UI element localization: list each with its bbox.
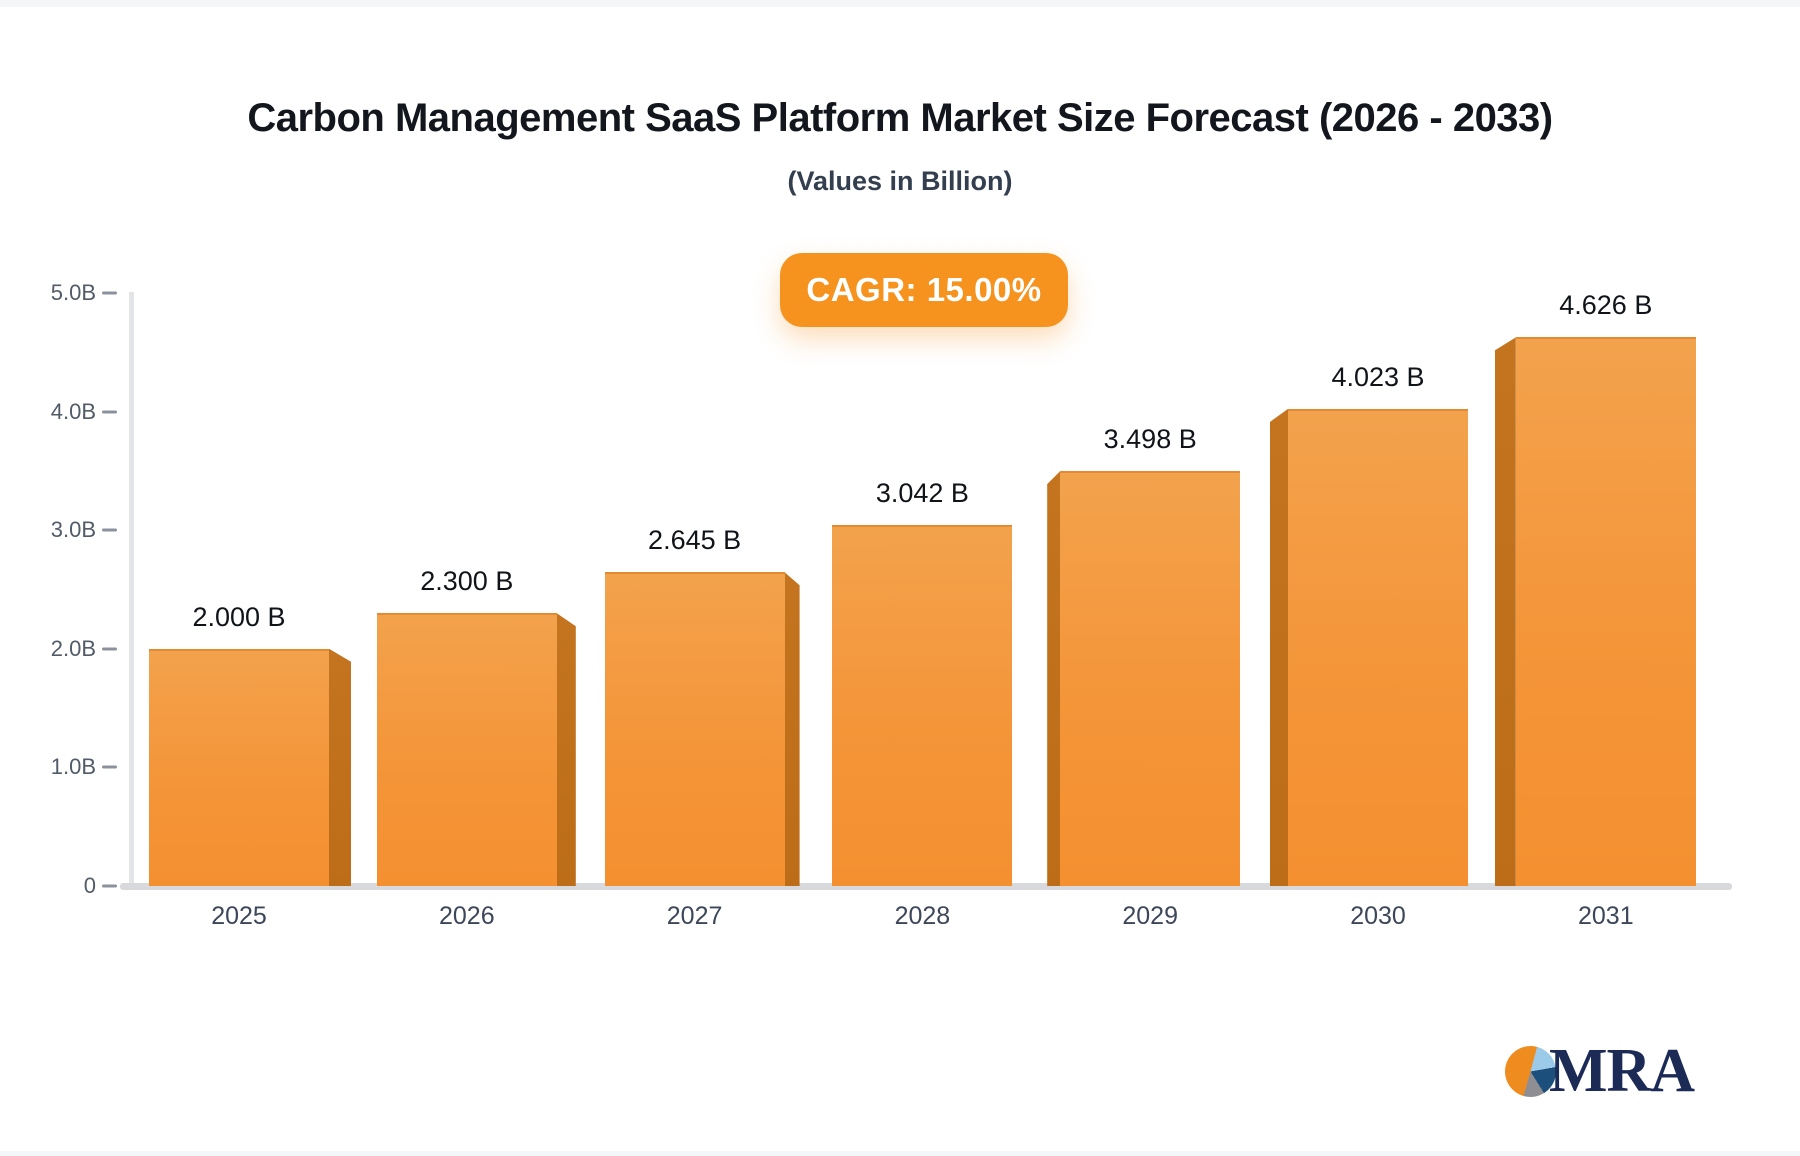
bar-value-label: 2.000 B — [192, 601, 286, 632]
bar-value-label: 4.626 B — [1559, 290, 1653, 321]
y-tick-mark — [102, 528, 117, 532]
bar-2031 — [1515, 337, 1696, 886]
bar-2030 — [1288, 408, 1468, 886]
x-axis-label-2028: 2028 — [894, 902, 951, 930]
y-tick-mark — [102, 647, 117, 651]
bar-value-label: 3.042 B — [875, 478, 969, 509]
y-tick-mark — [102, 884, 117, 888]
x-axis-label-2031: 2031 — [1577, 902, 1634, 930]
cagr-badge: CAGR: 15.00% — [780, 253, 1068, 327]
bar-2029 — [1060, 471, 1241, 886]
bar-value-label: 4.023 B — [1331, 361, 1425, 392]
y-tick-label: 5.0B — [50, 280, 96, 305]
bar-3d-side — [784, 572, 800, 886]
cagr-badge-label: CAGR: 15.00% — [806, 271, 1042, 308]
bar-3d-side — [1047, 471, 1061, 886]
x-axis-label-2029: 2029 — [1122, 902, 1178, 930]
x-axis-label-2026: 2026 — [438, 902, 495, 930]
y-tick-label: 1.0B — [50, 754, 96, 780]
y-tick-label: 3.0B — [50, 517, 96, 543]
bottom-edge-divider — [0, 1151, 1800, 1156]
brand-logo-text: MRA — [1549, 1037, 1695, 1105]
bar-2027 — [604, 572, 785, 886]
brand-logo: MRA — [1505, 1040, 1745, 1110]
chart-title: Carbon Management SaaS Platform Market S… — [247, 96, 1553, 140]
top-edge-divider — [0, 0, 1800, 7]
bar-value-label: 3.498 B — [1103, 424, 1197, 455]
bar-3d-side — [1270, 408, 1288, 886]
bar-value-label: 2.645 B — [648, 525, 742, 556]
bar-value-label: 2.300 B — [420, 566, 514, 597]
y-tick-label: 2.0B — [50, 635, 96, 661]
bar-3d-side — [329, 648, 351, 886]
y-tick-label: 4.0B — [50, 398, 96, 424]
y-tick-label: 0 — [83, 873, 96, 898]
bar-3d-side — [1494, 337, 1516, 886]
chart-subtitle: (Values in Billion) — [787, 166, 1013, 196]
bar-2028 — [832, 525, 1013, 886]
y-tick-mark — [102, 410, 117, 414]
pie-chart-icon — [1505, 1046, 1556, 1097]
y-axis-line — [129, 292, 134, 886]
bar-2026 — [376, 613, 557, 886]
y-tick-mark — [102, 291, 117, 295]
x-axis-label-2027: 2027 — [666, 902, 723, 930]
x-axis-label-2030: 2030 — [1350, 902, 1406, 930]
bar-3d-side — [556, 613, 576, 886]
x-axis-baseline — [120, 883, 1732, 890]
bar-2025 — [149, 648, 329, 886]
x-axis-label-2025: 2025 — [211, 902, 267, 930]
y-tick-mark — [102, 765, 117, 769]
